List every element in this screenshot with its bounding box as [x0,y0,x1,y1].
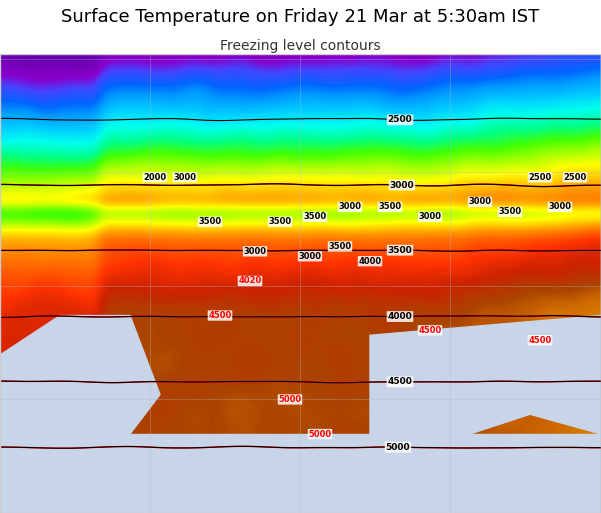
Text: 3500: 3500 [379,203,401,211]
Text: 3000: 3000 [243,247,266,256]
Point [0,509,5,513]
Text: 3500: 3500 [328,242,352,251]
Text: 3500: 3500 [304,212,326,221]
Text: 3000: 3000 [389,181,414,189]
Text: 3500: 3500 [269,217,291,226]
Point [0,509,5,513]
Text: 3000: 3000 [418,212,442,221]
Text: 2000: 2000 [144,173,166,182]
Text: 5000: 5000 [386,443,410,451]
Text: 3000: 3000 [174,173,197,182]
Polygon shape [0,315,160,434]
Text: 2500: 2500 [563,173,587,182]
Text: 4020: 4020 [239,277,261,285]
Text: 4500: 4500 [209,311,231,320]
Text: 3500: 3500 [388,246,412,254]
Text: 4000: 4000 [358,256,382,266]
Text: Freezing level contours: Freezing level contours [220,39,381,53]
Point [0,509,5,513]
Text: 4500: 4500 [418,326,442,335]
Text: 3000: 3000 [338,203,361,211]
Text: 4500: 4500 [388,378,412,386]
Text: 5000: 5000 [278,395,302,404]
Text: 4000: 4000 [388,312,412,321]
Point [0,509,5,513]
Bar [0,434,601,513]
Text: 4500: 4500 [528,336,552,345]
Text: 2500: 2500 [528,173,552,182]
Text: Surface Temperature on Friday 21 Mar at 5:30am IST: Surface Temperature on Friday 21 Mar at … [61,8,540,26]
Polygon shape [370,315,601,434]
Text: 3500: 3500 [198,217,222,226]
Text: 5000: 5000 [308,429,332,439]
Text: 3000: 3000 [469,198,492,206]
Text: 2500: 2500 [388,115,412,124]
Text: 3000: 3000 [549,203,572,211]
Text: 3000: 3000 [299,252,322,261]
Point [0,509,5,513]
Text: 3500: 3500 [498,207,522,216]
Point [0,509,5,513]
